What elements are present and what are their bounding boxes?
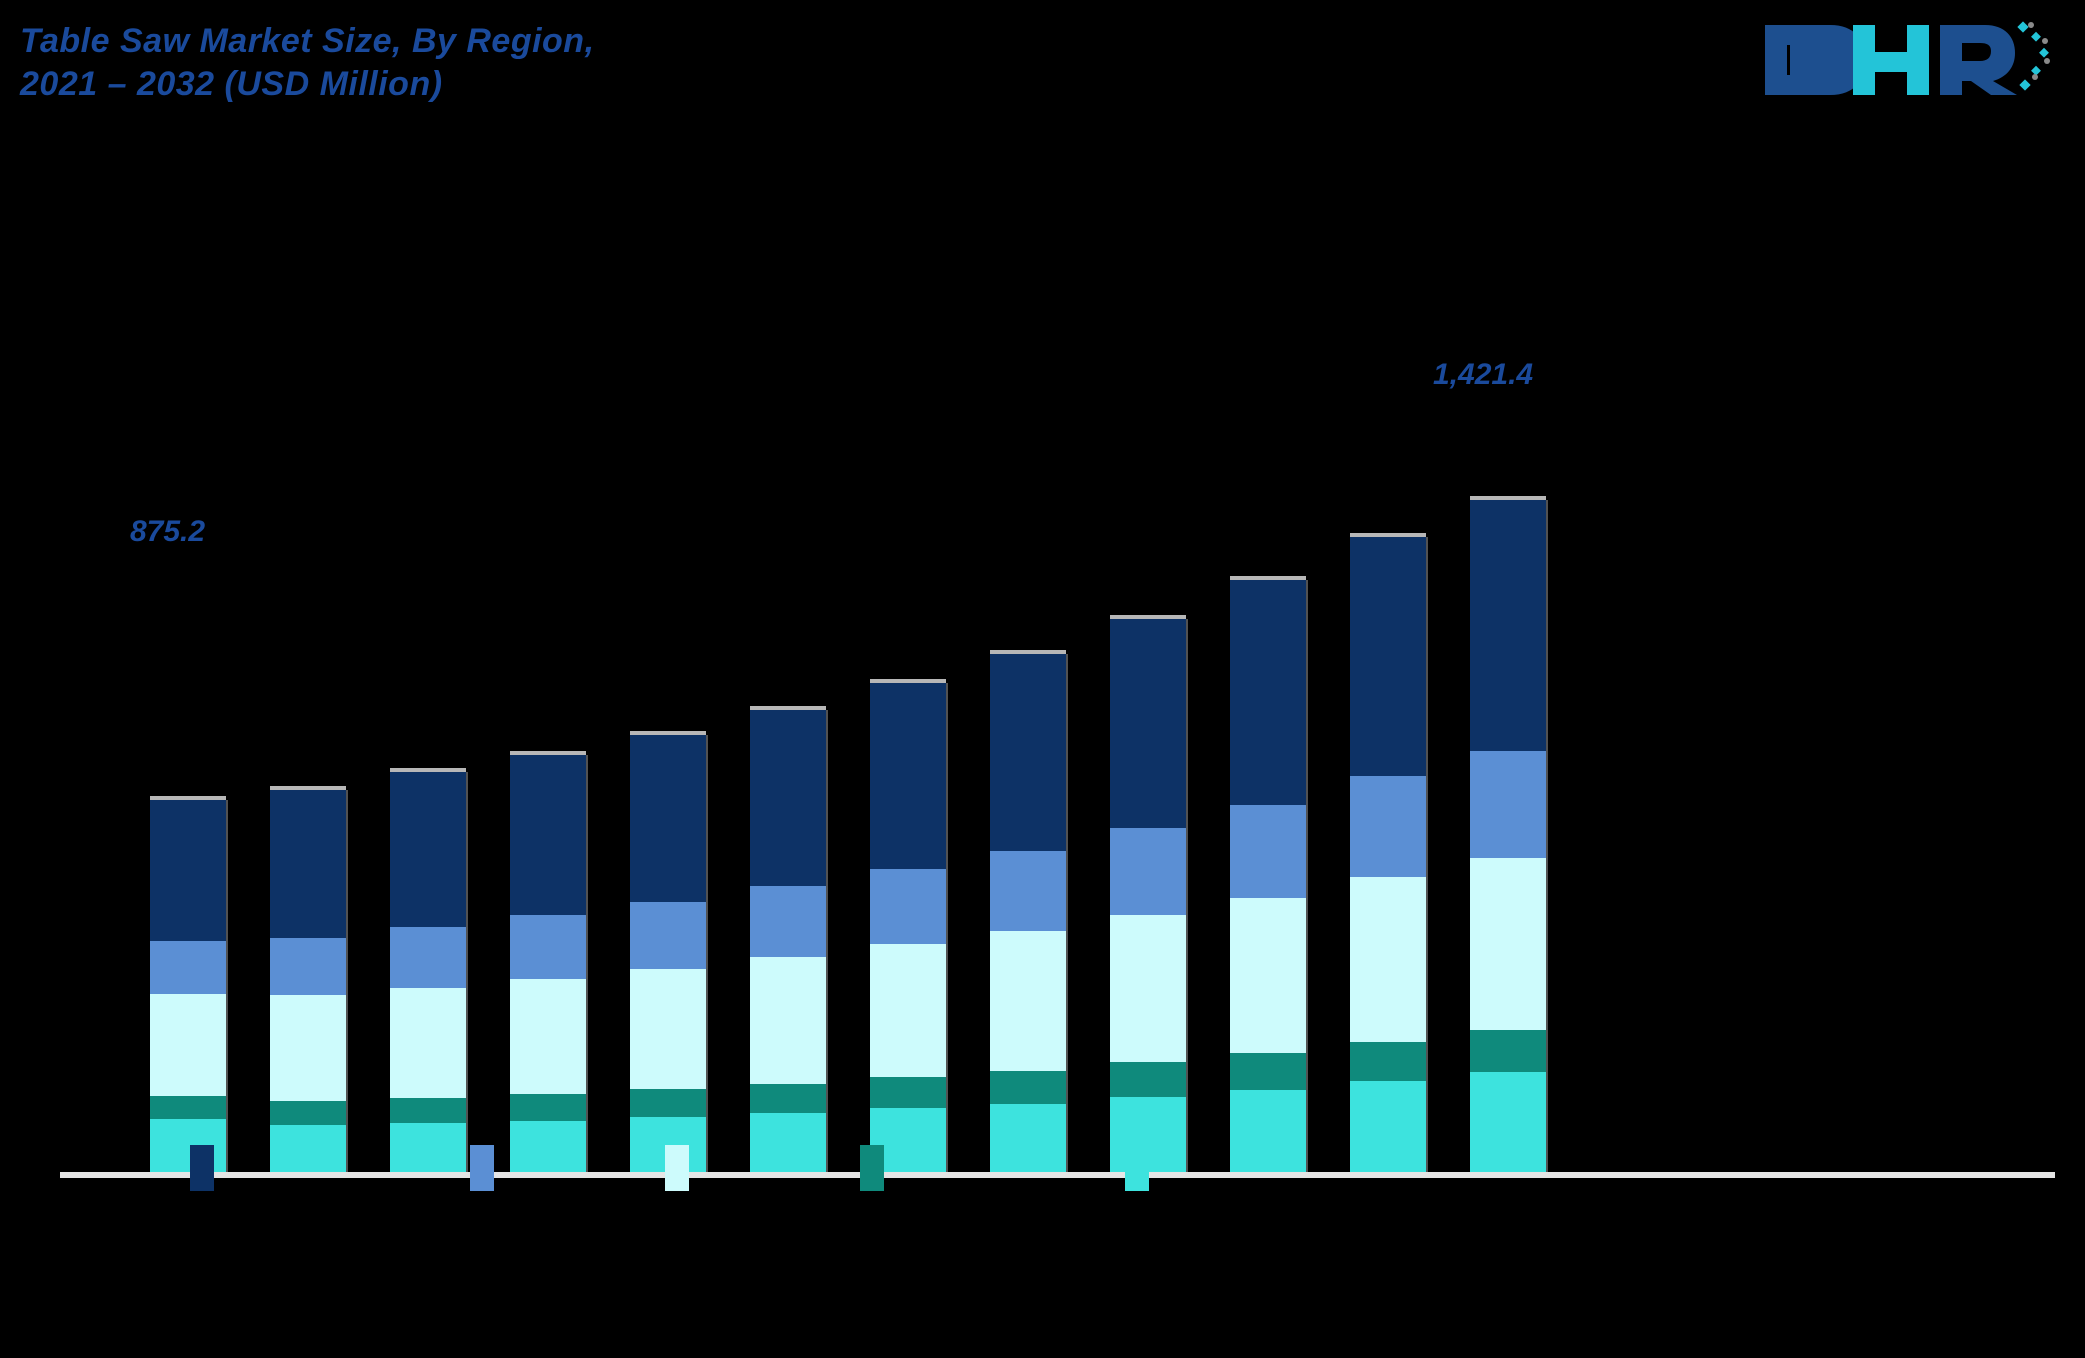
chart-legend <box>190 1145 1690 1205</box>
bar-segment-region2[interactable] <box>750 886 826 957</box>
logo-letter-d <box>1765 25 1865 95</box>
bar-group[interactable] <box>750 710 826 1172</box>
bar-group[interactable] <box>390 772 466 1172</box>
legend-swatch-region3[interactable] <box>665 1145 689 1191</box>
bar-segment-region4[interactable] <box>1230 1053 1306 1090</box>
bar-segment-region1[interactable] <box>870 683 946 869</box>
logo-letter-r <box>1940 25 2017 95</box>
bar-group[interactable] <box>1110 619 1186 1172</box>
bar-segment-region4[interactable] <box>510 1094 586 1121</box>
chart-title-line2: 2021 – 2032 (USD Million) <box>20 63 920 106</box>
dhr-logo <box>1735 15 2055 105</box>
bar-segment-region1[interactable] <box>510 755 586 915</box>
bar-value-label-last: 1,421.4 <box>1433 358 1533 392</box>
bar-segment-region3[interactable] <box>1230 898 1306 1053</box>
bar-segment-region3[interactable] <box>270 995 346 1101</box>
legend-item-region5[interactable] <box>1125 1145 1149 1191</box>
bar-segment-region2[interactable] <box>390 927 466 988</box>
chart-title-line1: Table Saw Market Size, By Region, <box>20 20 920 63</box>
bar-segment-region4[interactable] <box>390 1098 466 1123</box>
chart-area: 875.2 <box>0 150 2085 1050</box>
legend-swatch-region5[interactable] <box>1125 1145 1149 1191</box>
bar-segment-region1[interactable] <box>630 735 706 902</box>
bar-segment-region2[interactable] <box>630 902 706 969</box>
bar-segment-region4[interactable] <box>150 1096 226 1119</box>
bar-segment-region4[interactable] <box>270 1101 346 1125</box>
bar-segment-region3[interactable] <box>150 994 226 1096</box>
chart-header: Table Saw Market Size, By Region, 2021 –… <box>20 20 920 105</box>
bar-segment-region3[interactable] <box>1350 877 1426 1042</box>
bar-segment-region2[interactable] <box>1110 828 1186 915</box>
bar-segment-region4[interactable] <box>630 1089 706 1117</box>
logo-sparkle-decoration <box>2017 21 2049 90</box>
bar-group[interactable] <box>510 755 586 1172</box>
legend-swatch-region4[interactable] <box>860 1145 884 1191</box>
bar-segment-region2[interactable] <box>870 869 946 944</box>
bar-segment-region3[interactable] <box>390 988 466 1098</box>
bar-segment-region4[interactable] <box>870 1077 946 1108</box>
bar-segment-region1[interactable] <box>270 790 346 938</box>
bar-segment-region1[interactable] <box>990 654 1066 851</box>
logo-letter-h <box>1853 25 1929 95</box>
chart-page: Table Saw Market Size, By Region, 2021 –… <box>0 0 2085 1358</box>
bar-segment-region4[interactable] <box>750 1084 826 1113</box>
bar-segment-region4[interactable] <box>990 1071 1066 1104</box>
bar-segment-region3[interactable] <box>750 957 826 1084</box>
bar-segment-region1[interactable] <box>1110 619 1186 828</box>
bar-segment-region1[interactable] <box>150 800 226 941</box>
bar-segment-region1[interactable] <box>1470 500 1546 751</box>
bar-value-label-first: 875.2 <box>130 515 205 549</box>
bar-segment-region4[interactable] <box>1350 1042 1426 1081</box>
bar-group[interactable] <box>1350 537 1426 1172</box>
bar-group[interactable] <box>990 654 1066 1172</box>
bar-segment-region3[interactable] <box>990 931 1066 1071</box>
bar-group[interactable] <box>630 735 706 1172</box>
bar-segment-region3[interactable] <box>870 944 946 1077</box>
bar-segment-region4[interactable] <box>1110 1062 1186 1097</box>
bar-segment-region3[interactable] <box>630 969 706 1089</box>
bar-segment-region2[interactable] <box>990 851 1066 931</box>
bar-segment-region4[interactable] <box>1470 1030 1546 1071</box>
legend-item-region2[interactable] <box>470 1145 494 1191</box>
bar-group[interactable] <box>270 790 346 1172</box>
bar-segment-region2[interactable] <box>270 938 346 995</box>
bar-group[interactable] <box>1470 500 1546 1172</box>
bar-segment-region3[interactable] <box>1110 915 1186 1062</box>
bar-segment-region2[interactable] <box>510 915 586 979</box>
legend-item-region3[interactable] <box>665 1145 689 1191</box>
bar-segment-region3[interactable] <box>510 979 586 1094</box>
bar-group[interactable] <box>150 800 226 1172</box>
bar-segment-region1[interactable] <box>750 710 826 886</box>
legend-item-region1[interactable] <box>190 1145 214 1191</box>
bar-group[interactable] <box>1230 580 1306 1172</box>
bar-segment-region2[interactable] <box>1230 805 1306 898</box>
bar-segment-region1[interactable] <box>390 772 466 927</box>
bar-segment-region1[interactable] <box>1350 537 1426 776</box>
bar-segment-region1[interactable] <box>1230 580 1306 805</box>
bar-segment-region2[interactable] <box>1470 751 1546 857</box>
legend-swatch-region2[interactable] <box>470 1145 494 1191</box>
bars-container: 875.2 <box>0 150 2085 1172</box>
bar-group[interactable] <box>870 683 946 1172</box>
bar-segment-region3[interactable] <box>1470 858 1546 1030</box>
bar-segment-region2[interactable] <box>150 941 226 994</box>
legend-item-region4[interactable] <box>860 1145 884 1191</box>
bar-segment-region2[interactable] <box>1350 776 1426 877</box>
legend-swatch-region1[interactable] <box>190 1145 214 1191</box>
